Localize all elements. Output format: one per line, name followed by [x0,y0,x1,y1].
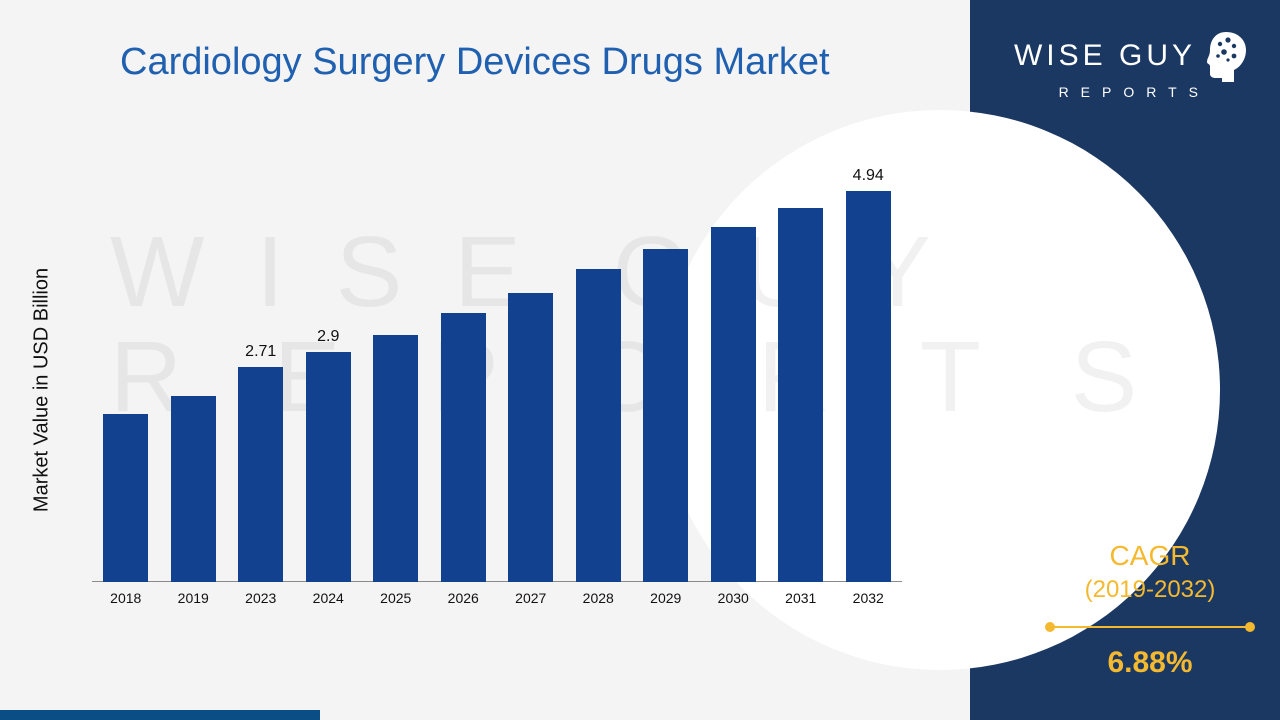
y-axis-label: Market Value in USD Billion [31,268,54,512]
bar-slot: 2.92024 [295,170,363,582]
bar [643,249,688,582]
report-canvas: W I S E G U Y R E P O R T S WISE GUY REP… [0,0,1280,720]
x-tick-label: 2023 [245,590,276,606]
bar [576,269,621,582]
bar-slot: 2.712023 [227,170,295,582]
chart-title: Cardiology Surgery Devices Drugs Market [120,40,830,86]
bar [373,335,418,582]
bottom-accent-bar [0,710,320,720]
brain-head-icon [1204,30,1250,82]
cagr-label: CAGR [1020,540,1280,572]
bar-slot: 2025 [362,170,430,582]
bar-slot: 2018 [92,170,160,582]
bar-slot: 4.942032 [835,170,903,582]
x-tick-label: 2031 [785,590,816,606]
bar-slot: 2031 [767,170,835,582]
bar-slot: 2029 [632,170,700,582]
cagr-divider [1050,622,1250,632]
x-tick-label: 2025 [380,590,411,606]
x-tick-label: 2029 [650,590,681,606]
x-tick-label: 2032 [853,590,884,606]
cagr-period: (2019-2032) [1020,576,1280,604]
bar-slot: 2019 [160,170,228,582]
bar-value-label: 2.71 [245,343,276,361]
bar-value-label: 4.94 [853,167,884,185]
x-tick-label: 2028 [583,590,614,606]
bar [441,313,486,582]
x-tick-label: 2030 [718,590,749,606]
bar [711,227,756,582]
bar [238,367,283,582]
bar [171,396,216,582]
cagr-divider-dot-left [1045,622,1055,632]
brand-logo-line2: REPORTS [1014,84,1210,100]
cagr-block: CAGR (2019-2032) 6.88% [1020,540,1280,680]
bar-slot: 2027 [497,170,565,582]
cagr-divider-dot-right [1245,622,1255,632]
brand-logo-text1: WISE GUY [1014,39,1196,73]
bar [103,414,148,582]
bar-value-label: 2.9 [317,328,339,346]
bar [508,293,553,582]
bar [846,191,891,582]
brand-logo-line1: WISE GUY [1014,30,1250,82]
bar [306,352,351,582]
cagr-value: 6.88% [1020,646,1280,680]
bar-slot: 2028 [565,170,633,582]
x-tick-label: 2026 [448,590,479,606]
x-tick-label: 2018 [110,590,141,606]
x-tick-label: 2027 [515,590,546,606]
bar-slot: 2026 [430,170,498,582]
cagr-divider-line [1050,626,1250,628]
x-tick-label: 2024 [313,590,344,606]
brand-logo: WISE GUY REPORTS [1014,30,1250,100]
bar-chart: Market Value in USD Billion 201820192.71… [62,170,892,610]
bar [778,208,823,582]
bar-slot: 2030 [700,170,768,582]
bars-container: 201820192.7120232.9202420252026202720282… [92,170,902,582]
x-tick-label: 2019 [178,590,209,606]
